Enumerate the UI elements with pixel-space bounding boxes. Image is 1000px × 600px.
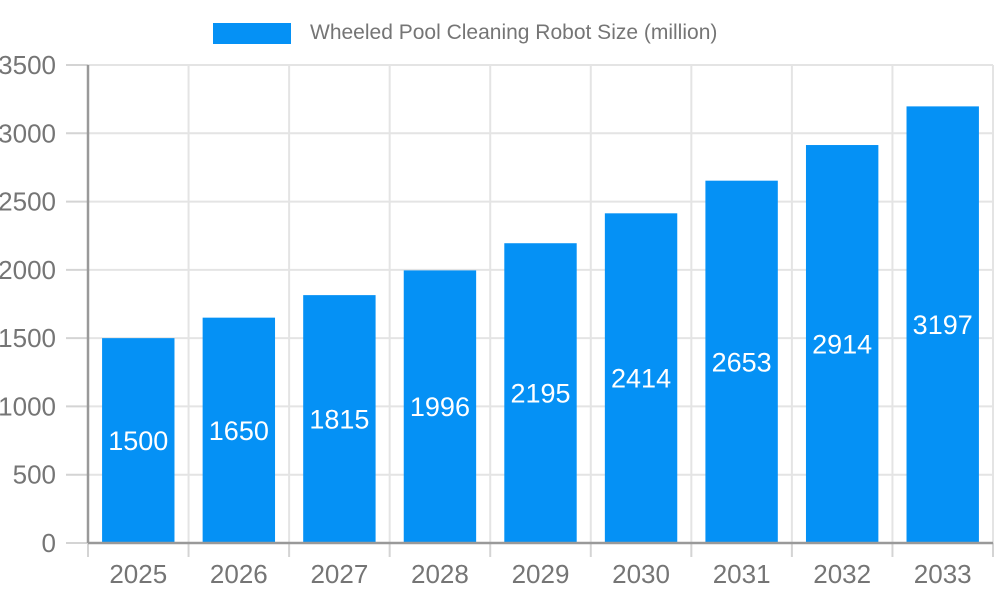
y-tick-label: 1000 bbox=[0, 391, 56, 421]
y-tick-label: 3500 bbox=[0, 50, 56, 80]
bar[interactable] bbox=[504, 243, 577, 543]
bar-value-label: 1500 bbox=[108, 426, 168, 456]
x-tick-label: 2029 bbox=[512, 559, 570, 589]
x-tick-label: 2025 bbox=[109, 559, 167, 589]
bar-value-label: 1650 bbox=[209, 416, 269, 446]
x-tick-label: 2028 bbox=[411, 559, 469, 589]
bar[interactable] bbox=[906, 106, 979, 544]
x-tick-label: 2026 bbox=[210, 559, 268, 589]
bar-value-label: 2195 bbox=[510, 379, 570, 409]
legend-label: Wheeled Pool Cleaning Robot Size (millio… bbox=[310, 21, 718, 44]
bar[interactable] bbox=[102, 338, 175, 543]
bar-value-label: 1996 bbox=[410, 392, 470, 422]
bar[interactable] bbox=[805, 145, 879, 543]
legend-swatch[interactable] bbox=[213, 22, 291, 44]
y-tick-label: 500 bbox=[13, 460, 56, 490]
bar-value-label: 2653 bbox=[712, 347, 772, 377]
legend[interactable]: Wheeled Pool Cleaning Robot Size (millio… bbox=[213, 21, 717, 45]
x-tick-label: 2027 bbox=[310, 559, 368, 589]
bar[interactable] bbox=[705, 180, 778, 543]
x-tick-label: 2031 bbox=[713, 559, 771, 589]
y-tick-label: 3000 bbox=[0, 118, 56, 148]
bar-value-label: 1815 bbox=[309, 405, 369, 435]
bar-value-label: 2414 bbox=[611, 364, 671, 394]
y-tick-label: 0 bbox=[42, 528, 56, 558]
bar[interactable] bbox=[604, 213, 678, 543]
x-tick-label: 2033 bbox=[914, 559, 972, 589]
x-tick-label: 2030 bbox=[612, 559, 670, 589]
bar-value-label: 3197 bbox=[913, 310, 973, 340]
x-tick-label: 2032 bbox=[813, 559, 871, 589]
y-tick-label: 2500 bbox=[0, 187, 56, 217]
bar[interactable] bbox=[303, 295, 376, 543]
bar[interactable] bbox=[202, 317, 276, 543]
bar[interactable] bbox=[403, 270, 477, 543]
bar-value-label: 2914 bbox=[812, 330, 872, 360]
y-tick-label: 2000 bbox=[0, 255, 56, 285]
y-tick-label: 1500 bbox=[0, 323, 56, 353]
